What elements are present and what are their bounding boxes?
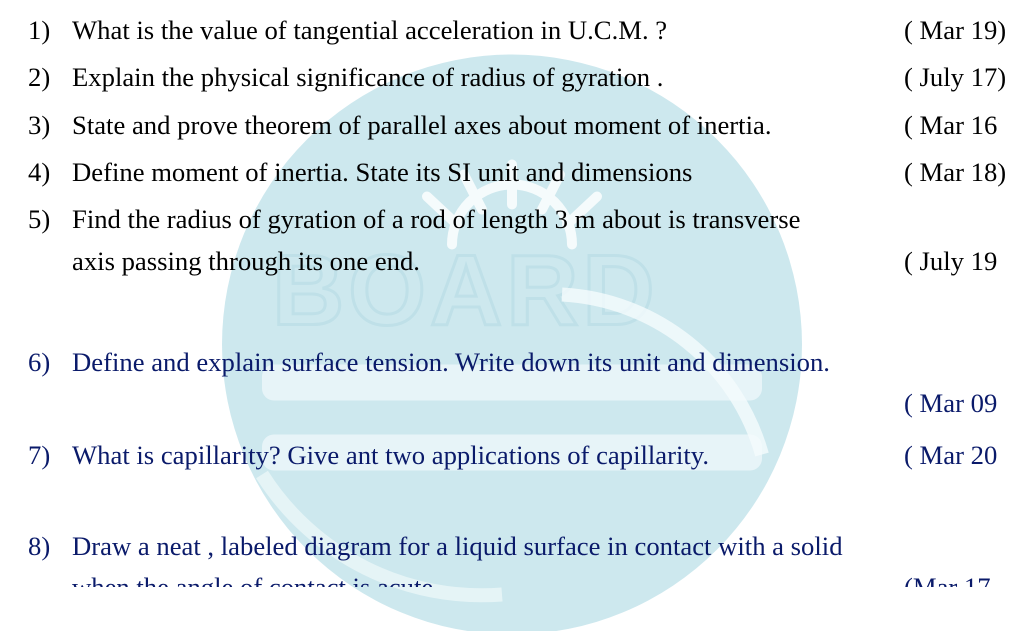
q3-date: ( Mar 16: [904, 105, 1024, 146]
q4-number: 4): [24, 152, 72, 193]
q2-date: ( July 17): [904, 57, 1024, 98]
q3-number: 3): [24, 105, 72, 146]
question-8-cont: when the angle of contact is acute (Mar …: [24, 567, 1024, 587]
question-7: 7) What is capillarity? Give ant two app…: [24, 435, 1024, 476]
question-3: 3) State and prove theorem of parallel a…: [24, 105, 1024, 146]
question-list: 1) What is the value of tangential accel…: [0, 0, 1024, 587]
question-8: 8) Draw a neat , labeled diagram for a l…: [24, 526, 1024, 567]
question-2: 2) Explain the physical significance of …: [24, 57, 1024, 98]
question-4: 4) Define moment of inertia. State its S…: [24, 152, 1024, 193]
q6-number: 6): [24, 342, 72, 383]
q2-text: Explain the physical significance of rad…: [72, 57, 904, 98]
question-6: 6) Define and explain surface tension. W…: [24, 342, 1024, 383]
q5-text: Find the radius of gyration of a rod of …: [72, 199, 904, 240]
q6-text: Define and explain surface tension. Writ…: [72, 342, 904, 383]
q4-text: Define moment of inertia. State its SI u…: [72, 152, 904, 193]
question-1: 1) What is the value of tangential accel…: [24, 10, 1024, 51]
question-6-dateline: ( Mar 09: [24, 383, 1024, 424]
q1-date: ( Mar 19): [904, 10, 1024, 51]
q6-date: ( Mar 09: [904, 383, 1024, 424]
q8-cont-text: when the angle of contact is acute: [72, 567, 904, 587]
q5-date: ( July 19: [904, 241, 1024, 282]
q7-date: ( Mar 20: [904, 435, 1024, 476]
q8-date: (Mar 17: [904, 567, 1024, 587]
q8-number: 8): [24, 526, 72, 567]
q7-number: 7): [24, 435, 72, 476]
question-5-cont: axis passing through its one end. ( July…: [24, 241, 1024, 282]
q8-text: Draw a neat , labeled diagram for a liqu…: [72, 526, 904, 567]
q2-number: 2): [24, 57, 72, 98]
q5-cont-text: axis passing through its one end.: [72, 241, 904, 282]
q1-text: What is the value of tangential accelera…: [72, 10, 904, 51]
q7-text: What is capillarity? Give ant two applic…: [72, 435, 904, 476]
q4-date: ( Mar 18): [904, 152, 1024, 193]
question-5: 5) Find the radius of gyration of a rod …: [24, 199, 1024, 240]
q3-text: State and prove theorem of parallel axes…: [72, 105, 904, 146]
q1-number: 1): [24, 10, 72, 51]
q5-number: 5): [24, 199, 72, 240]
